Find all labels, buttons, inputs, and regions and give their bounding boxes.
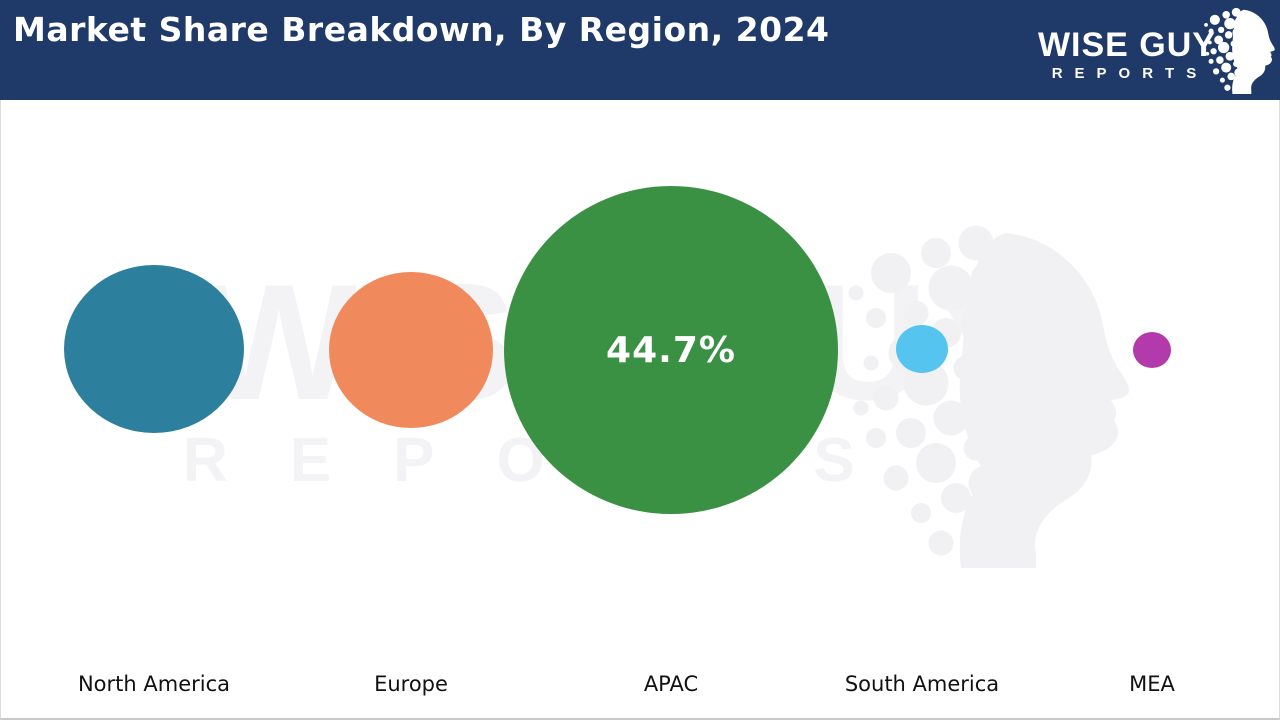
category-label-mea: MEA	[1129, 672, 1175, 696]
watermark-head-icon	[848, 225, 1130, 568]
category-label-europe: Europe	[374, 672, 448, 696]
logo-head-icon	[1204, 7, 1275, 94]
bubble-north-america	[64, 265, 244, 433]
brand-logo: WISE GUY REPORTS	[1038, 6, 1278, 94]
bubble-value-label-apac: 44.7%	[606, 329, 736, 371]
bubble-mea	[1133, 332, 1171, 368]
header-bar: Market Share Breakdown, By Region, 2024 …	[0, 0, 1280, 100]
bubble-apac: 44.7%	[504, 186, 838, 514]
category-label-north-america: North America	[77, 672, 231, 696]
logo-wordmark-line2: REPORTS	[1051, 65, 1209, 82]
logo-wordmark-line1: WISE GUY	[1037, 26, 1216, 64]
chart-area: WISE GUY REPORTS 44.7% North AmericaEuro…	[0, 100, 1280, 720]
category-label-apac: APAC	[643, 672, 699, 696]
category-label-south-america: South America	[844, 672, 1000, 696]
logo-wordmark: WISE GUY REPORTS	[1038, 28, 1216, 82]
bubble-south-america	[896, 325, 948, 373]
page-title: Market Share Breakdown, By Region, 2024	[13, 10, 830, 49]
bubble-europe	[329, 272, 493, 428]
